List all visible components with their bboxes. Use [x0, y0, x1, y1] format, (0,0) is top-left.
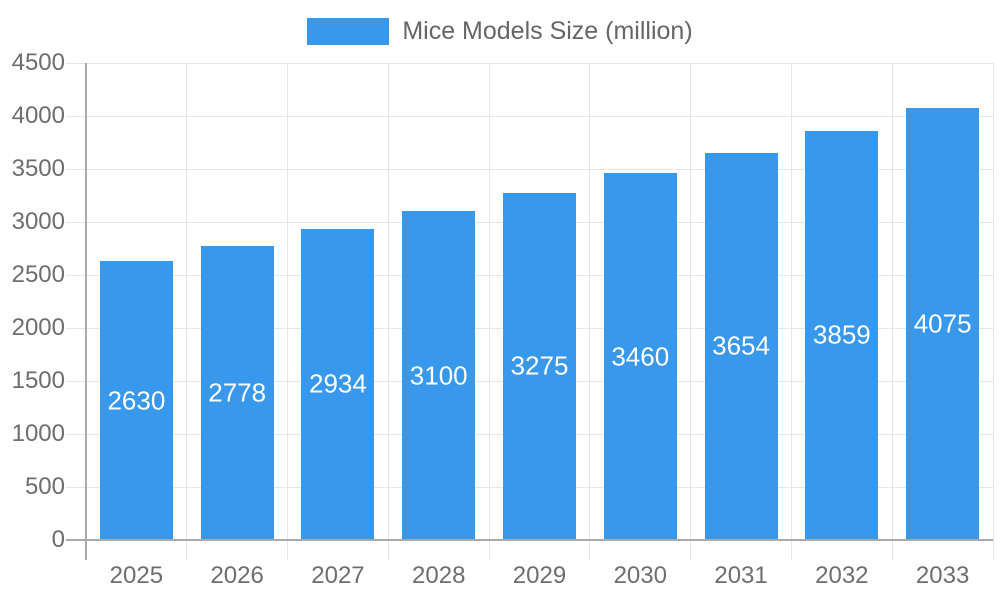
- y-axis-line: [85, 63, 87, 560]
- x-axis-tick-label: 2031: [714, 562, 768, 589]
- vertical-gridline: [891, 63, 893, 560]
- bar-2029[interactable]: [503, 192, 576, 540]
- vertical-gridline: [992, 63, 994, 560]
- bar-2032[interactable]: [805, 130, 879, 540]
- bar-value-label: 3654: [712, 330, 770, 361]
- horizontal-gridline: [66, 115, 993, 117]
- vertical-gridline: [589, 63, 591, 560]
- bar-value-label: 3275: [510, 350, 569, 381]
- y-axis-tick-label: 4000: [11, 102, 65, 129]
- legend-label: Mice Models Size (million): [402, 17, 693, 45]
- x-axis-tick-label: 2029: [512, 562, 567, 589]
- plot-area: 0 500 1000 1500 2000 2500 3000 3500 4000 4500 2025…: [12, 49, 994, 589]
- x-axis-line: [66, 539, 993, 541]
- horizontal-gridline: [66, 168, 993, 170]
- vertical-gridline: [488, 63, 490, 560]
- legend-item[interactable]: Mice Models Size (million): [307, 17, 693, 46]
- bar-2033[interactable]: [906, 108, 980, 540]
- bar-2028[interactable]: [402, 211, 476, 540]
- legend-swatch-icon: [307, 18, 390, 45]
- horizontal-gridline: [66, 62, 993, 64]
- bar-value-label: 3460: [611, 341, 670, 372]
- x-axis-tick-label: 2027: [311, 562, 365, 589]
- y-axis-tick-label: 2000: [11, 314, 65, 341]
- x-axis-tick-label: 2033: [915, 562, 970, 589]
- y-axis-tick-label: 3500: [11, 155, 65, 182]
- bar-2025[interactable]: [99, 261, 173, 540]
- y-axis-tick-label: 500: [24, 473, 65, 500]
- vertical-gridline: [790, 63, 792, 560]
- bar-value-label: 3100: [409, 360, 468, 391]
- y-axis-tick-label: 1500: [11, 367, 65, 394]
- y-axis-tick-label: 3000: [11, 208, 65, 235]
- x-axis-tick-label: 2032: [815, 562, 869, 589]
- bar-2030[interactable]: [603, 173, 677, 540]
- y-axis-tick-label: 0: [51, 526, 65, 553]
- vertical-gridline: [287, 63, 289, 560]
- legend: Mice Models Size (million): [0, 17, 1000, 46]
- bar-2027[interactable]: [301, 229, 375, 540]
- y-axis-tick-label: 1000: [11, 420, 65, 447]
- x-axis-tick-label: 2030: [613, 562, 667, 589]
- x-axis-tick-label: 2026: [210, 562, 264, 589]
- bar-value-label: 3859: [812, 319, 871, 350]
- x-axis-tick-label: 2025: [109, 562, 164, 589]
- bar-2026[interactable]: [200, 245, 274, 540]
- vertical-gridline: [387, 63, 389, 560]
- bar-value-label: 4075: [913, 308, 972, 339]
- bar-value-label: 2630: [107, 385, 166, 416]
- x-axis-tick-label: 2028: [412, 562, 466, 589]
- vertical-gridline: [186, 63, 188, 560]
- vertical-gridline: [690, 63, 692, 560]
- y-axis-tick-label: 2500: [11, 261, 65, 288]
- bar-2031[interactable]: [704, 152, 778, 540]
- bar-value-label: 2934: [309, 368, 367, 399]
- y-axis-tick-label: 4500: [11, 49, 65, 76]
- bar-value-label: 2778: [208, 377, 267, 408]
